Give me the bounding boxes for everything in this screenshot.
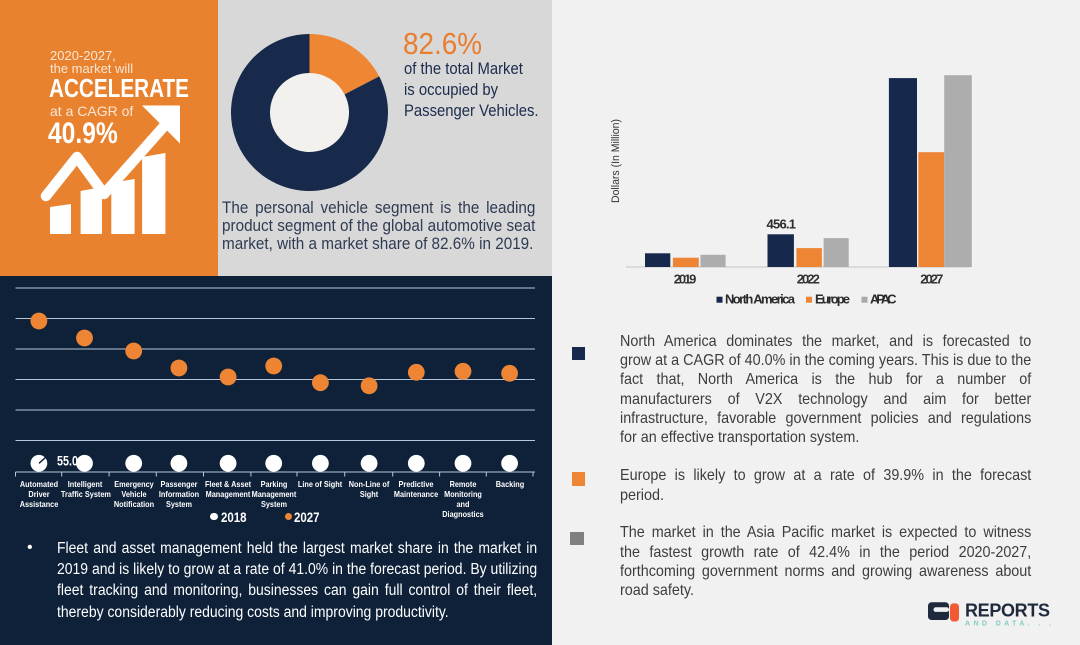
svg-text:2019: 2019 (674, 272, 697, 287)
svg-text:REPORTS: REPORTS (965, 601, 1050, 621)
svg-text:North America: North America (725, 292, 796, 307)
svg-text:Dollars (In Million): Dollars (In Million) (610, 119, 622, 203)
svg-text:2022: 2022 (797, 272, 820, 287)
svg-text:55.0: 55.0 (57, 454, 78, 469)
svg-text:APAC: APAC (870, 292, 897, 307)
svg-text:456.1: 456.1 (767, 217, 797, 232)
svg-text:2027: 2027 (920, 272, 943, 287)
svg-text:Europe: Europe (815, 292, 850, 307)
svg-text:AND DATA. . .: AND DATA. . . (965, 620, 1051, 627)
